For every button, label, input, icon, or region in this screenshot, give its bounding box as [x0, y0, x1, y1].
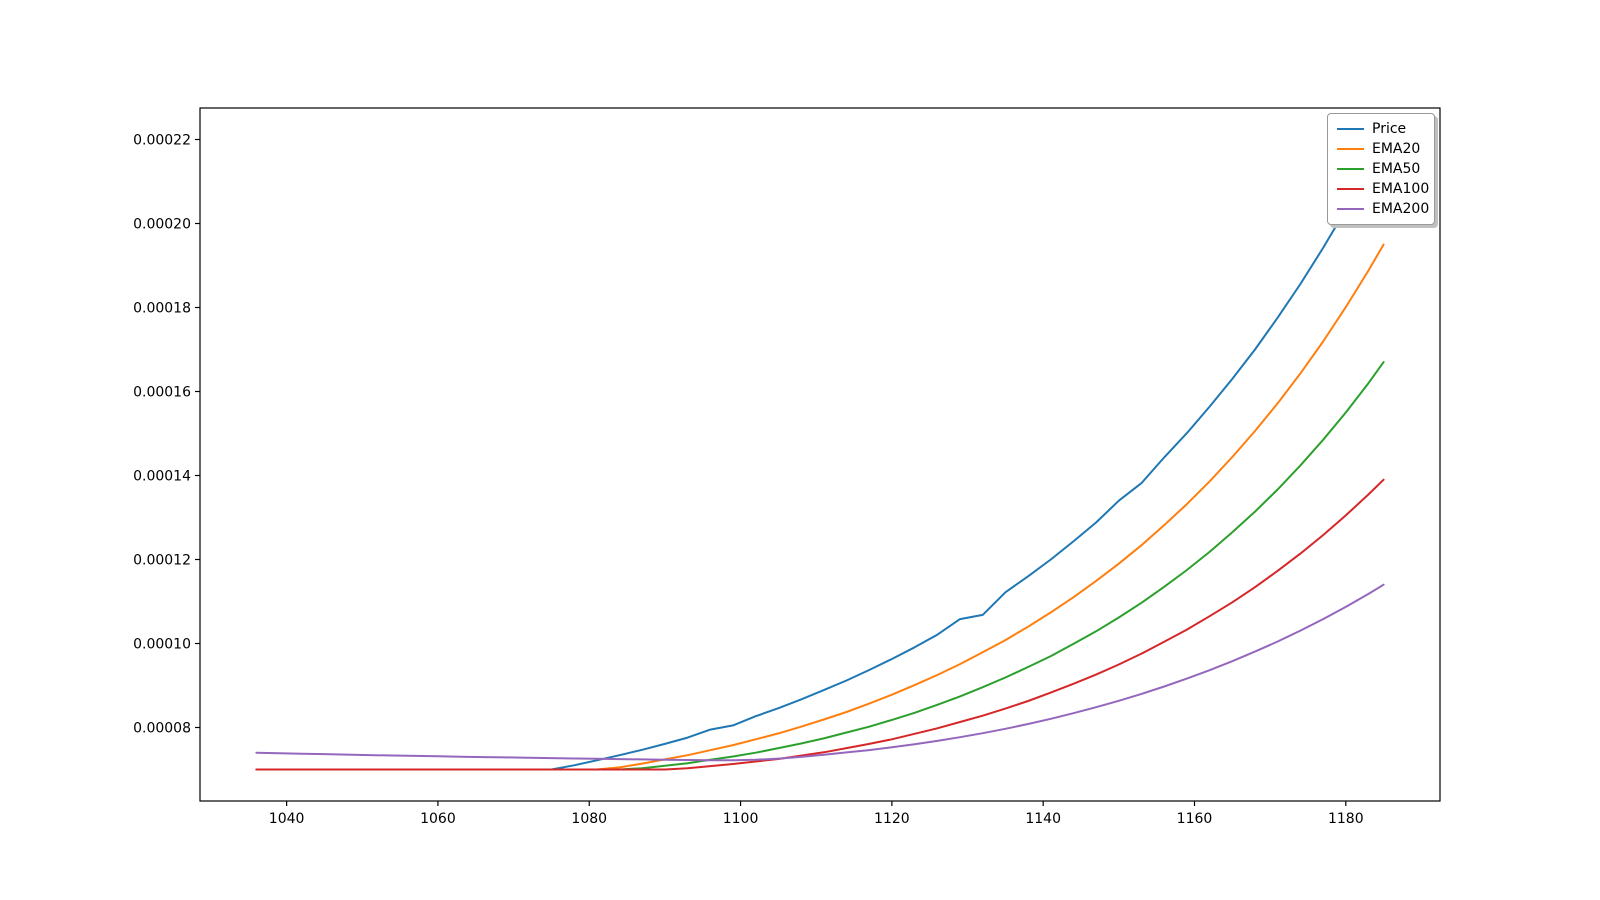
legend-line-sample-ema50 — [1337, 168, 1364, 170]
legend-label-price: Price — [1372, 121, 1407, 137]
x-tick-label: 1140 — [1025, 811, 1061, 827]
legend-item-price: Price — [1337, 119, 1425, 139]
legend-item-ema50: EMA50 — [1337, 159, 1425, 179]
legend-label-ema50: EMA50 — [1372, 161, 1421, 177]
x-tick-label: 1100 — [723, 811, 759, 827]
legend-line-sample-ema20 — [1337, 148, 1364, 150]
series-line-ema50 — [255, 361, 1385, 771]
legend-label-ema20: EMA20 — [1372, 141, 1421, 157]
legend-item-ema20: EMA20 — [1337, 139, 1425, 159]
legend: Price EMA20 EMA50 EMA100 EMA200 — [1327, 113, 1435, 225]
x-tick-label: 1060 — [420, 811, 456, 827]
legend-line-sample-ema200 — [1337, 208, 1364, 210]
y-tick-label: 0.00010 — [133, 637, 191, 653]
x-tick-label: 1120 — [874, 811, 910, 827]
series-line-price — [255, 138, 1385, 771]
y-tick-label: 0.00020 — [133, 217, 191, 233]
x-tick-label: 1180 — [1328, 811, 1364, 827]
plot-border — [199, 107, 1441, 802]
y-tick-label: 0.00016 — [133, 385, 191, 401]
x-tick-label: 1040 — [269, 811, 305, 827]
series-line-ema100 — [255, 478, 1385, 771]
legend-item-ema100: EMA100 — [1337, 179, 1429, 199]
y-tick-label: 0.00012 — [133, 553, 191, 569]
y-tick-label: 0.00022 — [133, 133, 191, 149]
x-tick-label: 1080 — [571, 811, 607, 827]
y-tick-label: 0.00018 — [133, 301, 191, 317]
legend-line-sample-ema100 — [1337, 188, 1364, 190]
y-tick-label: 0.00014 — [133, 469, 191, 485]
y-tick-label: 0.00008 — [133, 721, 191, 737]
legend-label-ema100: EMA100 — [1372, 181, 1430, 197]
x-tick-label: 1160 — [1177, 811, 1213, 827]
series-line-ema200 — [255, 583, 1385, 762]
legend-item-ema200: EMA200 — [1337, 199, 1429, 219]
legend-label-ema200: EMA200 — [1372, 201, 1430, 217]
legend-line-sample-price — [1337, 128, 1364, 130]
